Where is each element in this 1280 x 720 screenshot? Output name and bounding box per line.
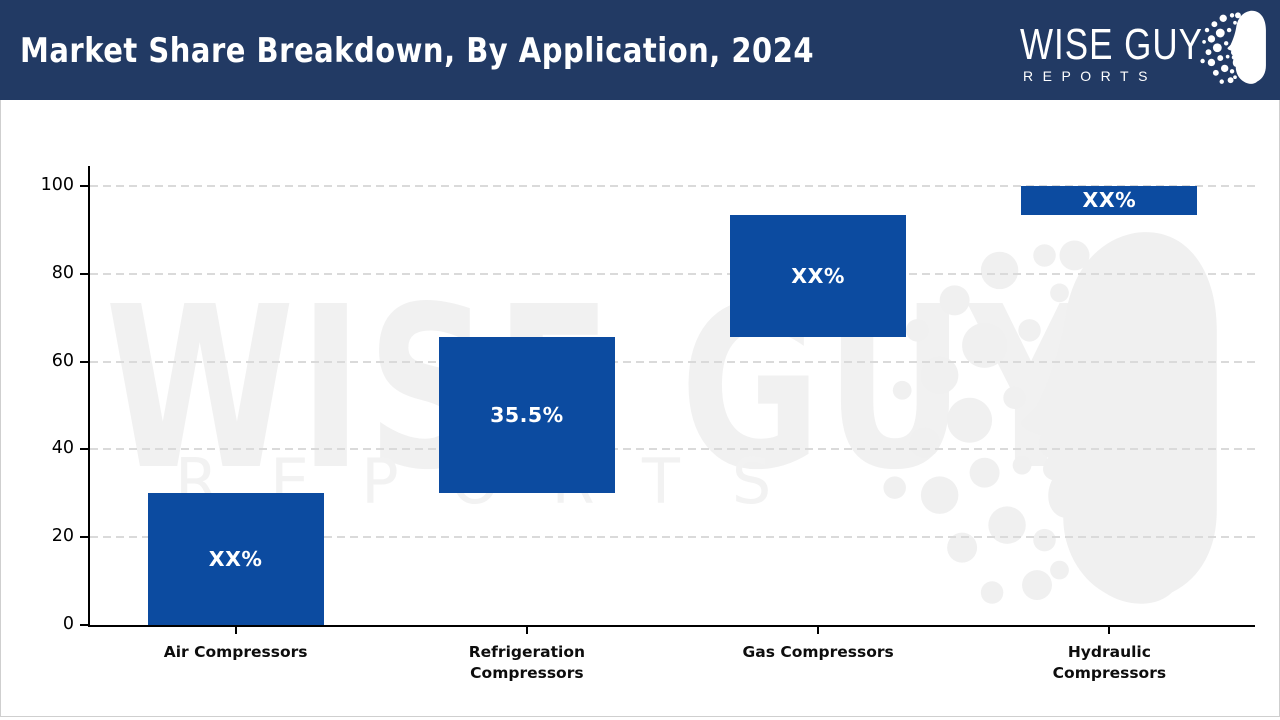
x-axis-line	[88, 625, 1255, 627]
category-label-line: Compressors	[470, 664, 584, 682]
x-axis-tick	[817, 627, 820, 634]
y-axis-tick	[80, 448, 90, 451]
bar-air-compressors: XX%	[147, 493, 324, 625]
gridline-y60	[90, 360, 1255, 363]
gridline-y20	[90, 536, 1255, 539]
logo-subtext: REPORTS	[1023, 68, 1157, 84]
y-axis-tick	[80, 360, 90, 363]
gridline-y40	[90, 448, 1255, 451]
x-axis-tick	[525, 627, 528, 634]
bar-label-gas-compressors: XX%	[791, 263, 845, 288]
category-label-refrigeration-compressors: Refrigeration Compressors	[377, 642, 677, 684]
category-label-air-compressors: Air Compressors	[86, 642, 386, 663]
y-axis-tick	[80, 536, 90, 539]
bar-label-refrigeration-compressors: 35.5%	[490, 403, 564, 428]
bar-gas-compressors: XX%	[730, 214, 907, 338]
y-axis-tick	[80, 185, 90, 187]
y-axis-tick-label: 40	[51, 438, 74, 459]
bar-label-hydraulic-compressors: XX%	[1082, 188, 1137, 213]
logo-wordmark: WISE GUY	[1020, 20, 1204, 69]
gridline-y100	[90, 185, 1255, 187]
y-axis-line	[88, 166, 90, 627]
bar-hydraulic-compressors: XX%	[1021, 186, 1198, 215]
header: Market Share Breakdown, By Application, …	[0, 0, 1280, 100]
y-axis-tick-label: 80	[51, 262, 74, 283]
category-label-line: Hydraulic	[1067, 643, 1151, 661]
category-label-hydraulic-compressors: Hydraulic Compressors	[959, 642, 1259, 684]
category-label-line: Air Compressors	[163, 643, 308, 661]
x-axis-tick	[234, 627, 237, 634]
page-title: Market Share Breakdown, By Application, …	[20, 29, 815, 71]
y-axis-tick	[80, 272, 90, 275]
category-label-gas-compressors: Gas Compressors	[668, 642, 968, 663]
category-label-line: Compressors	[1052, 664, 1167, 682]
brand-logo: WISE GUY REPORTS	[1020, 4, 1272, 98]
bar-label-air-compressors: XX%	[208, 547, 263, 572]
y-axis-tick	[80, 624, 90, 626]
logo-head-icon	[1200, 10, 1266, 84]
y-axis-tick-label: 60	[51, 350, 74, 371]
y-axis-tick-label: 0	[62, 614, 74, 634]
y-axis-tick-label: 100	[40, 175, 74, 195]
watermark-head-icon	[883, 232, 1217, 604]
y-axis-tick-label: 20	[51, 526, 74, 547]
gridline-y80	[90, 272, 1255, 275]
category-label-line: Refrigeration	[468, 643, 585, 661]
x-axis-tick	[1108, 627, 1111, 634]
category-label-line: Gas Compressors	[742, 643, 894, 661]
bar-refrigeration-compressors: 35.5%	[438, 337, 615, 494]
